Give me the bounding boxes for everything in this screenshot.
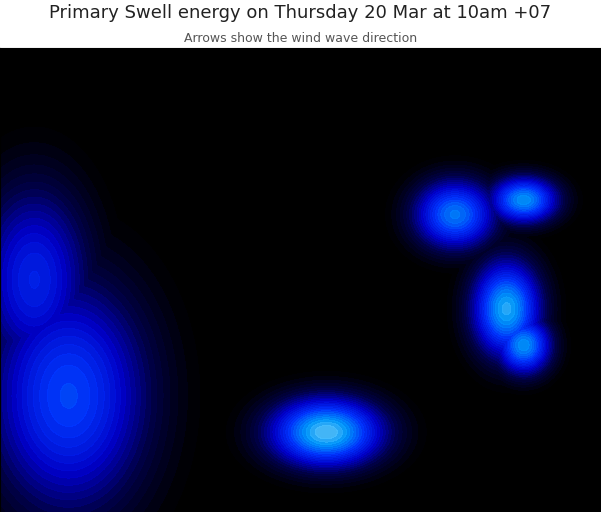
Text: Primary Swell energy on Thursday 20 Mar at 10am +07: Primary Swell energy on Thursday 20 Mar … (49, 4, 552, 23)
Text: Arrows show the wind wave direction: Arrows show the wind wave direction (184, 32, 417, 45)
